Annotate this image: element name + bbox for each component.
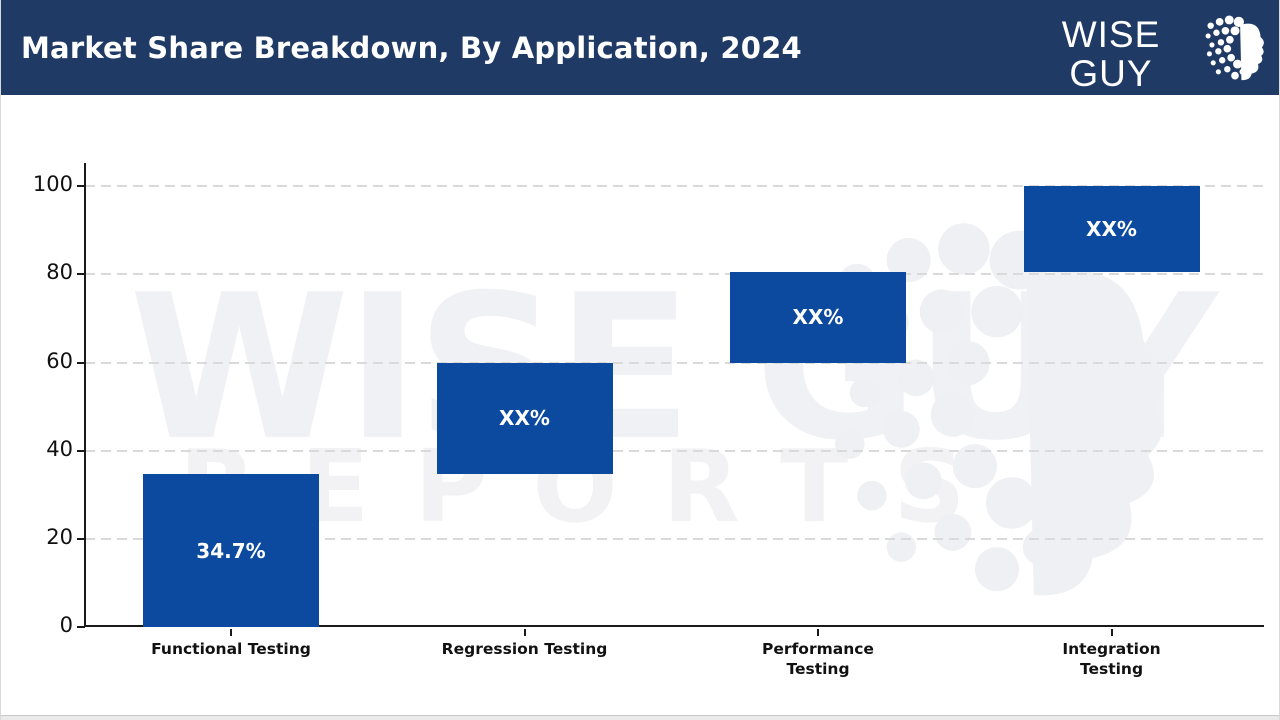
- y-tick-label: 100: [32, 172, 73, 197]
- bar-value-label: XX%: [1086, 217, 1137, 242]
- category-label-line: Functional Testing: [151, 640, 311, 658]
- category-label: Functional Testing: [111, 639, 351, 659]
- category-label-line: Integration: [1062, 640, 1161, 658]
- y-tick-label: 60: [46, 348, 73, 373]
- bar-segment: XX%: [1023, 186, 1200, 273]
- brand-subname: REPORTS: [1047, 95, 1184, 113]
- header-band: Market Share Breakdown, By Application, …: [1, 0, 1279, 113]
- category-label-line: Regression Testing: [441, 640, 608, 658]
- x-tick-mark: [817, 629, 819, 636]
- y-tick-label: 20: [46, 524, 73, 549]
- x-tick-mark: [230, 629, 232, 636]
- brand-logo: WISE GUY REPORTS: [1017, 6, 1267, 113]
- bar-segment: XX%: [436, 362, 613, 475]
- page-title: Market Share Breakdown, By Application, …: [21, 30, 802, 65]
- category-label-line: Testing: [786, 660, 850, 679]
- category-label-line: Testing: [1079, 660, 1144, 679]
- y-tick-mark: [77, 537, 85, 540]
- y-tick-mark: [77, 626, 85, 628]
- category-label-line: Performance: [762, 640, 874, 658]
- y-tick-label: 40: [46, 436, 73, 461]
- brand-head-icon: [1205, 15, 1264, 81]
- gridline: [85, 185, 1263, 188]
- category-label: Performance Testing: [698, 639, 938, 680]
- y-tick-label: 80: [46, 260, 73, 285]
- x-tick-mark: [1110, 629, 1113, 636]
- y-tick-label: 0: [59, 613, 73, 637]
- bar-segment: 34.7%: [143, 474, 319, 627]
- brand-name: WISE GUY: [1061, 14, 1161, 94]
- waterfall-chart: 0 20 40 60 80 100 34.7% Functional Testing XX% Re…: [1, 95, 1279, 720]
- bar-segment: XX%: [730, 272, 906, 363]
- y-tick-mark: [77, 185, 85, 188]
- category-label: Integration Testing: [992, 639, 1232, 680]
- y-axis-line: [84, 163, 86, 627]
- gridline: [85, 361, 1263, 364]
- gridline: [85, 537, 1263, 540]
- x-tick-mark: [523, 629, 526, 636]
- bottom-edge-strip: [1, 715, 1279, 720]
- bar-value-label: XX%: [499, 406, 550, 431]
- bar-value-label: 34.7%: [196, 538, 266, 563]
- category-label: Regression Testing: [405, 639, 645, 659]
- gridline: [85, 449, 1263, 452]
- brand-logo-text: WISE GUY REPORTS: [1017, 14, 1205, 113]
- bar-value-label: XX%: [792, 305, 844, 330]
- y-tick-mark: [77, 449, 85, 452]
- gridline: [85, 273, 1263, 276]
- y-tick-mark: [77, 273, 85, 276]
- y-tick-mark: [77, 361, 85, 364]
- x-axis-line: [84, 625, 1264, 627]
